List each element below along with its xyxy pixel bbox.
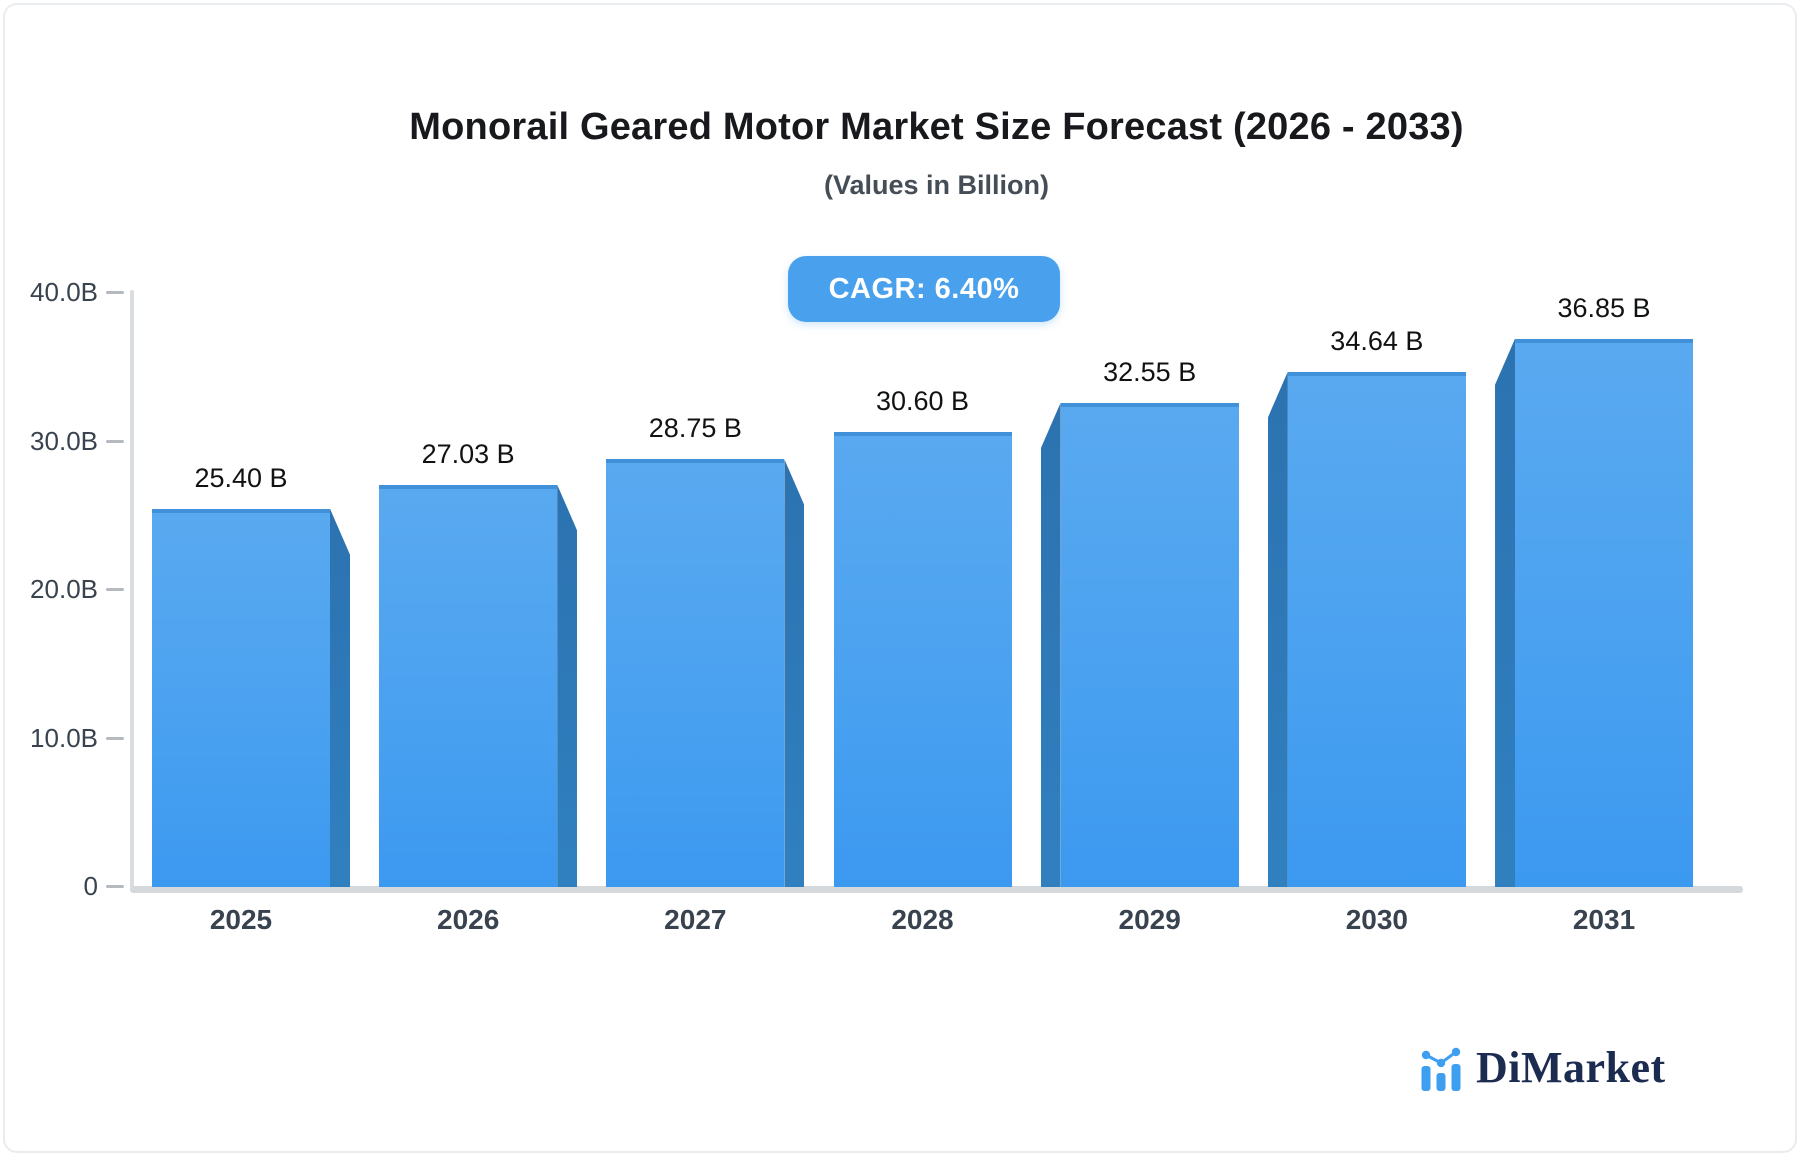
bar-side-face-2027: [784, 459, 805, 887]
bar-2031: [1515, 338, 1694, 887]
dimarket-logo: DiMarket: [1418, 1038, 1666, 1096]
x-axis-label-2025: 2025: [209, 904, 273, 935]
y-axis-tick-mark: [106, 885, 124, 888]
bar-side-face-2026: [557, 484, 578, 887]
bar-side-face-2025: [330, 508, 350, 887]
y-axis-tick-mark: [106, 439, 124, 443]
y-axis-tick-mark: [106, 588, 124, 591]
y-axis-tick-label: 40.0B: [30, 277, 98, 307]
cagr-badge: CAGR: 6.40%: [788, 256, 1060, 322]
bar-2030: [1287, 371, 1466, 887]
bar-value-label-2025: 25.40 B: [194, 462, 288, 493]
bar-2025: [152, 508, 330, 887]
bar-value-label-2031: 36.85 B: [1557, 292, 1651, 323]
bar-value-label-2030: 34.64 B: [1330, 325, 1424, 356]
bar-2027: [606, 459, 785, 887]
y-axis-tick-label: 0: [83, 871, 98, 901]
chart-title: Monorail Geared Motor Market Size Foreca…: [409, 106, 1464, 148]
bar-value-label-2026: 27.03 B: [421, 438, 515, 469]
bar-value-label-2029: 32.55 B: [1103, 356, 1197, 387]
bar-side-face-2031: [1495, 338, 1516, 887]
logo-text: DiMarket: [1476, 1042, 1666, 1092]
x-axis-baseline: [130, 886, 1743, 893]
x-axis-label-2026: 2026: [437, 904, 500, 935]
x-axis-label-2028: 2028: [891, 904, 954, 935]
x-axis-label-2031: 2031: [1572, 904, 1636, 935]
bar-2029: [1060, 402, 1239, 887]
y-axis-tick-label: 20.0B: [30, 574, 98, 604]
x-axis-label-2029: 2029: [1118, 904, 1181, 935]
y-axis-tick-label: 30.0B: [30, 425, 98, 456]
y-axis-tick-mark: [106, 736, 124, 740]
bar-value-label-2027: 28.75 B: [648, 413, 742, 444]
y-axis-tick-label: 10.0B: [30, 722, 98, 753]
chart-subtitle: (Values in Billion): [823, 170, 1050, 200]
bar-side-face-2030: [1267, 371, 1288, 887]
x-axis-label-2030: 2030: [1345, 904, 1408, 935]
bar-2026: [379, 484, 558, 887]
bar-chart-logo-icon: [1421, 1047, 1461, 1091]
y-axis-line: [130, 290, 134, 888]
x-axis-label-2027: 2027: [664, 904, 727, 935]
y-axis-tick-mark: [106, 291, 124, 294]
bar-side-face-2029: [1040, 402, 1061, 887]
bar-value-label-2028: 30.60 B: [875, 385, 970, 416]
bar-2028: [833, 431, 1012, 887]
